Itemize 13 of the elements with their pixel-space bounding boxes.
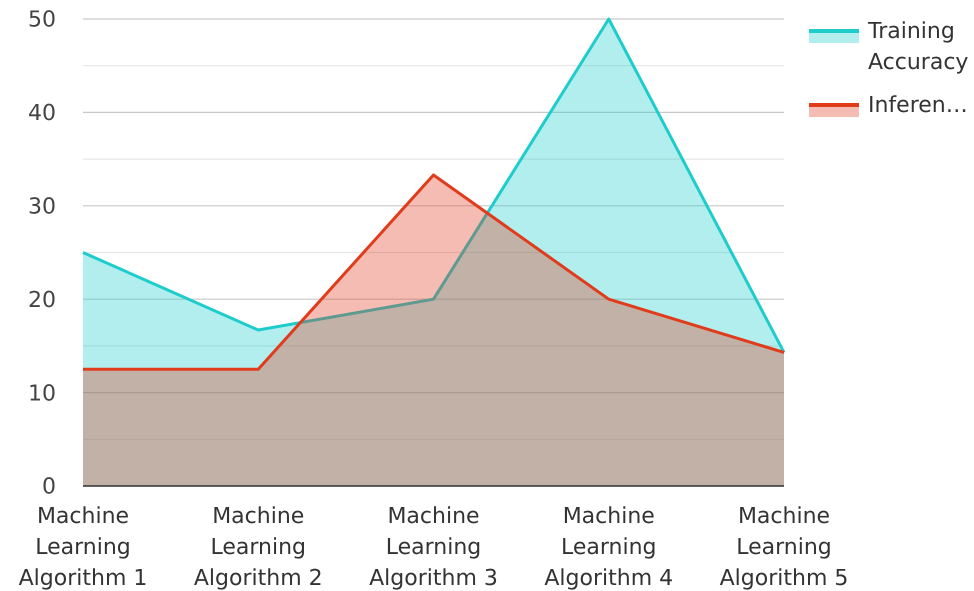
y-tick-label: 50 [28, 8, 56, 33]
x-tick-label: Machine Learning Algorithm 3 [369, 504, 498, 591]
x-tick-label: Machine Learning Algorithm 4 [544, 504, 674, 591]
y-tick-label: 10 [28, 381, 56, 406]
legend-label: Inferen… [868, 93, 968, 118]
y-tick-label: 30 [28, 194, 56, 220]
x-tick-label: Machine Learning Algorithm 5 [720, 504, 848, 591]
y-tick-label: 0 [42, 474, 56, 500]
legend-label: Training Accuracy [867, 19, 968, 75]
x-tick-label: Machine Learning Algorithm 2 [194, 504, 323, 591]
y-tick-label: 40 [28, 101, 56, 126]
y-tick-label: 20 [28, 288, 56, 313]
x-tick-label: Machine Learning Algorithm 1 [18, 504, 148, 591]
